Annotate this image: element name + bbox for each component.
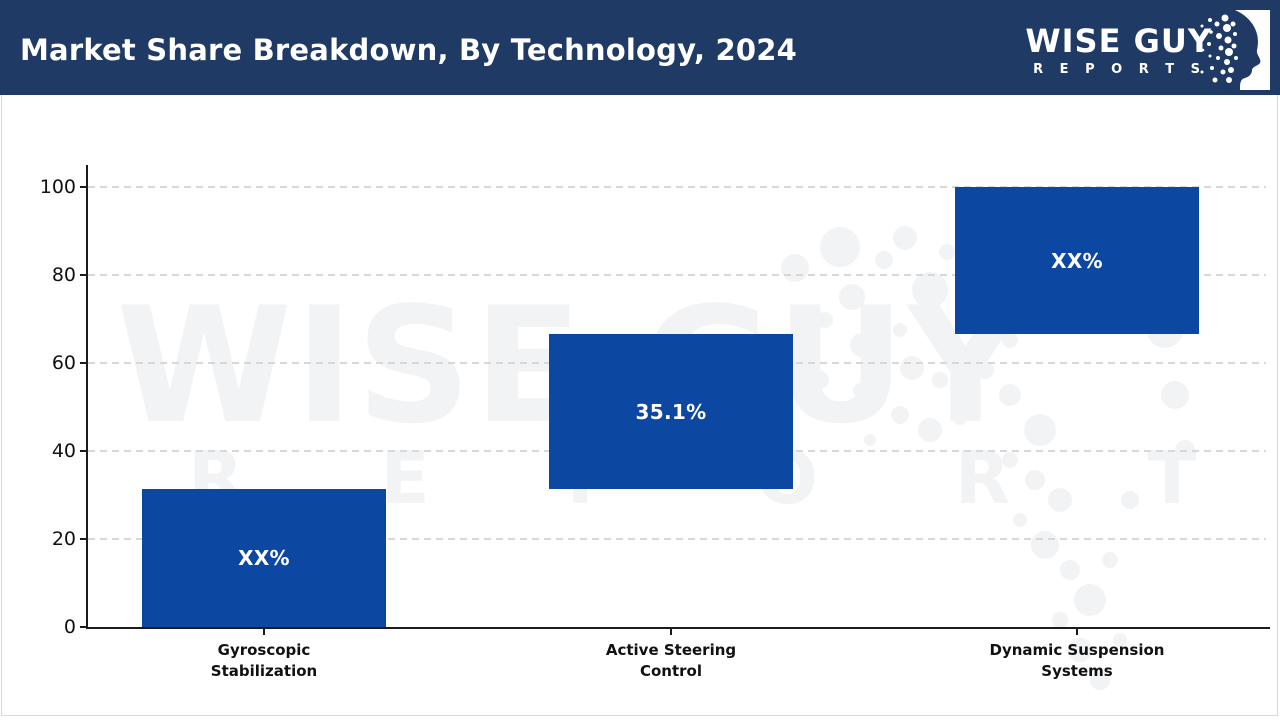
gridline xyxy=(88,186,1266,188)
bar-gyroscopic-stabilization: XX% xyxy=(142,489,386,627)
x-axis-spine xyxy=(86,627,1270,629)
y-tick-mark xyxy=(80,626,87,628)
brand-logo-name: WISE GUY xyxy=(1025,22,1212,60)
page-title: Market Share Breakdown, By Technology, 2… xyxy=(20,33,798,67)
y-axis-spine xyxy=(86,165,88,627)
bar-value-label: XX% xyxy=(1051,248,1103,273)
y-tick-mark xyxy=(80,274,87,276)
y-tick-label: 60 xyxy=(51,352,76,374)
brand-logo-tagline: R E P O R T S xyxy=(1033,62,1206,77)
y-tick-mark xyxy=(80,450,87,452)
y-tick-label: 0 xyxy=(63,616,76,638)
bar-value-label: 35.1% xyxy=(635,399,707,424)
brand-logo: WISE GUY R E P O R T S xyxy=(1002,6,1272,90)
face-profile-icon xyxy=(1200,10,1270,90)
gridline xyxy=(88,538,1266,540)
chart-card-frame xyxy=(1,95,1278,716)
bar-value-label: XX% xyxy=(238,546,290,570)
x-tick-mark xyxy=(263,629,265,635)
x-axis-label-dynamic-suspension-systems: Dynamic Suspension Systems xyxy=(947,640,1207,682)
y-tick-label: 80 xyxy=(51,264,76,286)
y-tick-label: 20 xyxy=(51,528,76,550)
x-axis-label-line: Gyroscopic xyxy=(217,641,311,659)
y-tick-mark xyxy=(80,538,87,540)
x-axis-label-line: Active Steering xyxy=(605,641,737,659)
x-axis-label-active-steering-control: Active Steering Control xyxy=(541,640,801,682)
y-tick-mark xyxy=(80,362,87,364)
x-axis-label-line: Stabilization xyxy=(210,662,318,680)
x-axis-label-line: Dynamic Suspension xyxy=(989,641,1165,659)
header-band: Market Share Breakdown, By Technology, 2… xyxy=(0,0,1280,95)
gridline xyxy=(88,274,1266,276)
x-axis-label-line: Systems xyxy=(1041,662,1113,680)
y-tick-mark xyxy=(80,186,87,188)
bar-dynamic-suspension-systems: XX% xyxy=(955,187,1199,334)
bar-active-steering-control: 35.1% xyxy=(549,334,793,489)
x-axis-label-line: Control xyxy=(639,662,702,680)
y-tick-label: 100 xyxy=(39,176,76,198)
y-tick-label: 40 xyxy=(51,440,76,462)
x-axis-label-gyroscopic-stabilization: Gyroscopic Stabilization xyxy=(134,640,394,682)
x-tick-mark xyxy=(1076,629,1078,635)
x-tick-mark xyxy=(670,629,672,635)
